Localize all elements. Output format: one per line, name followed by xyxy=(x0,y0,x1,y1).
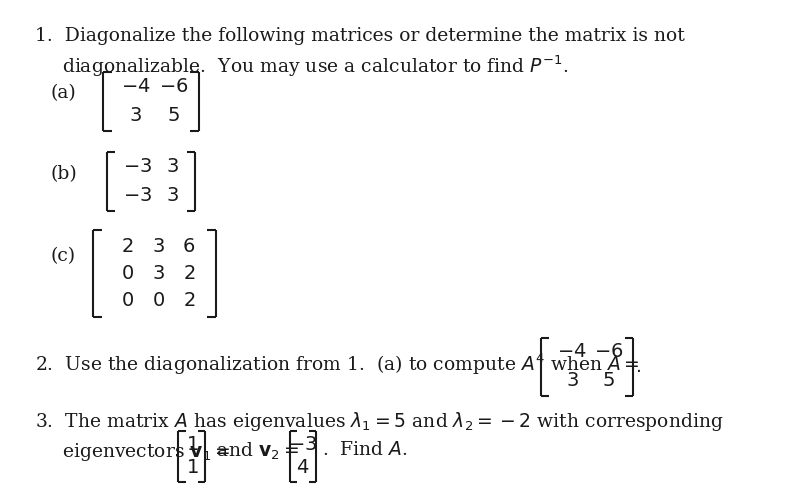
Text: $3$: $3$ xyxy=(165,158,178,176)
Text: $1$: $1$ xyxy=(185,436,198,454)
Text: $2$: $2$ xyxy=(183,265,195,283)
Text: (c): (c) xyxy=(51,247,76,265)
Text: 1.  Diagonalize the following matrices or determine the matrix is not: 1. Diagonalize the following matrices or… xyxy=(35,27,685,45)
Text: $3$: $3$ xyxy=(152,265,164,283)
Text: $5$: $5$ xyxy=(167,107,180,125)
Text: $3$: $3$ xyxy=(566,372,579,390)
Text: (b): (b) xyxy=(51,165,77,183)
Text: $3$: $3$ xyxy=(165,187,178,205)
Text: $-3$: $-3$ xyxy=(123,158,152,176)
Text: .  Find $A$.: . Find $A$. xyxy=(322,441,408,459)
Text: eigenvectors $\mathbf{v}_1 =$: eigenvectors $\mathbf{v}_1 =$ xyxy=(62,441,236,463)
Text: $2$: $2$ xyxy=(183,292,195,310)
Text: $.$: $.$ xyxy=(635,358,646,376)
Text: $0$: $0$ xyxy=(121,265,134,283)
Text: $-3$: $-3$ xyxy=(123,187,152,205)
Text: $0$: $0$ xyxy=(121,292,134,310)
Text: $1$: $1$ xyxy=(185,459,198,477)
Text: $-6$: $-6$ xyxy=(159,78,189,96)
Text: $-4$: $-4$ xyxy=(121,78,151,96)
Text: diagonalizable.  You may use a calculator to find $P^{-1}$.: diagonalizable. You may use a calculator… xyxy=(62,53,568,78)
Text: $-3$: $-3$ xyxy=(289,436,318,454)
Text: 3.  The matrix $A$ has eigenvalues $\lambda_1 = 5$ and $\lambda_2 = -2$ with cor: 3. The matrix $A$ has eigenvalues $\lamb… xyxy=(35,410,724,433)
Text: $0$: $0$ xyxy=(152,292,164,310)
Text: $2$: $2$ xyxy=(121,238,133,255)
Text: $5$: $5$ xyxy=(602,372,615,390)
Text: $-4$: $-4$ xyxy=(557,343,587,361)
Text: $4$: $4$ xyxy=(297,459,310,477)
Text: and $\mathbf{v}_2 =$: and $\mathbf{v}_2 =$ xyxy=(211,441,305,463)
Text: $3$: $3$ xyxy=(129,107,142,125)
Text: $6$: $6$ xyxy=(182,238,196,255)
Text: (a): (a) xyxy=(51,84,77,103)
Text: $-6$: $-6$ xyxy=(594,343,624,361)
Text: $3$: $3$ xyxy=(152,238,164,255)
Text: 2.  Use the diagonalization from 1.  (a) to compute $A^4$ when $A =$: 2. Use the diagonalization from 1. (a) t… xyxy=(35,351,646,377)
